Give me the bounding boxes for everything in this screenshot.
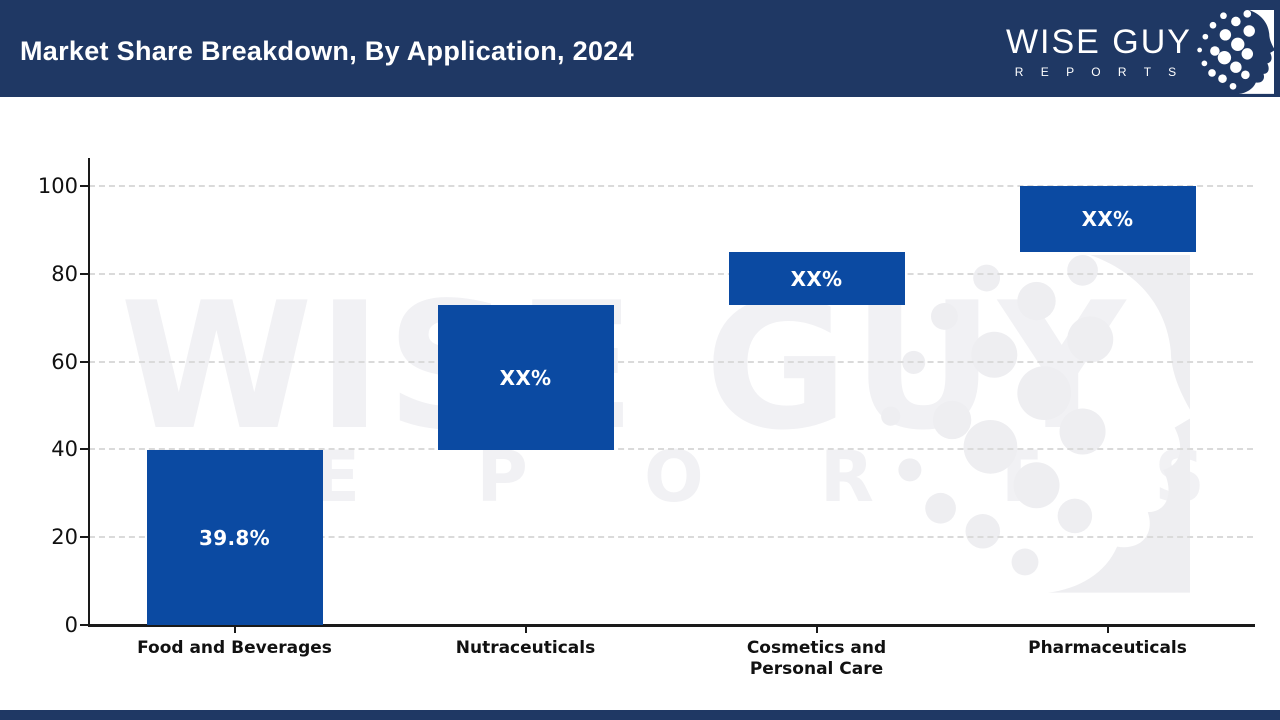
bar-value-label: 39.8% (199, 525, 270, 550)
wiseguy-logo: WISE GUY R E P O R T S (1006, 8, 1274, 94)
logo-wordmark: WISE GUY (1005, 23, 1192, 61)
x-category-label: Cosmetics and Personal Care (746, 638, 887, 679)
y-tick-label: 40 (51, 437, 78, 462)
header-band: Market Share Breakdown, By Application, … (0, 0, 1280, 97)
bar-segment: 39.8% (146, 450, 323, 626)
x-axis-line (88, 624, 1255, 627)
x-tick-mark (1106, 626, 1109, 633)
bar-value-label: XX% (790, 266, 843, 291)
x-category-label: Nutraceuticals (455, 638, 596, 658)
y-tick-label: 0 (64, 613, 78, 638)
y-tick-label: 100 (37, 173, 78, 198)
x-category-label: Food and Beverages (137, 638, 332, 658)
chart-title: Market Share Breakdown, By Application, … (20, 36, 634, 66)
y-tick-mark (80, 536, 88, 539)
gridline-100 (89, 184, 1253, 187)
x-tick-mark (815, 626, 818, 633)
watermark-face-icon (881, 255, 1190, 593)
gridline-80 (89, 272, 1253, 275)
y-tick-label: 80 (51, 261, 78, 286)
y-axis-line (88, 158, 90, 626)
bar-segment: XX% (1019, 185, 1196, 253)
bar-value-label: XX% (1081, 207, 1134, 232)
x-category-label: Pharmaceuticals (1028, 638, 1187, 658)
y-tick-label: 60 (51, 349, 78, 374)
y-tick-label: 20 (51, 525, 78, 550)
x-tick-mark (233, 626, 236, 633)
logo-face-icon (1197, 9, 1274, 94)
bar-segment: XX% (728, 252, 905, 306)
y-tick-mark (80, 272, 88, 275)
gridline-60 (89, 360, 1253, 363)
y-tick-mark (80, 360, 88, 363)
y-tick-mark (80, 448, 88, 451)
gridline-20 (89, 536, 1253, 539)
y-tick-mark (80, 184, 88, 187)
bar-segment: XX% (437, 305, 614, 451)
x-tick-mark (524, 626, 527, 633)
footer-band (0, 710, 1280, 720)
bar-value-label: XX% (499, 365, 552, 390)
logo-text: WISE GUY R E P O R T S (1006, 23, 1192, 79)
gridline-40 (89, 448, 1253, 451)
logo-subtitle: R E P O R T S (1014, 65, 1184, 79)
y-tick-mark (80, 624, 88, 627)
